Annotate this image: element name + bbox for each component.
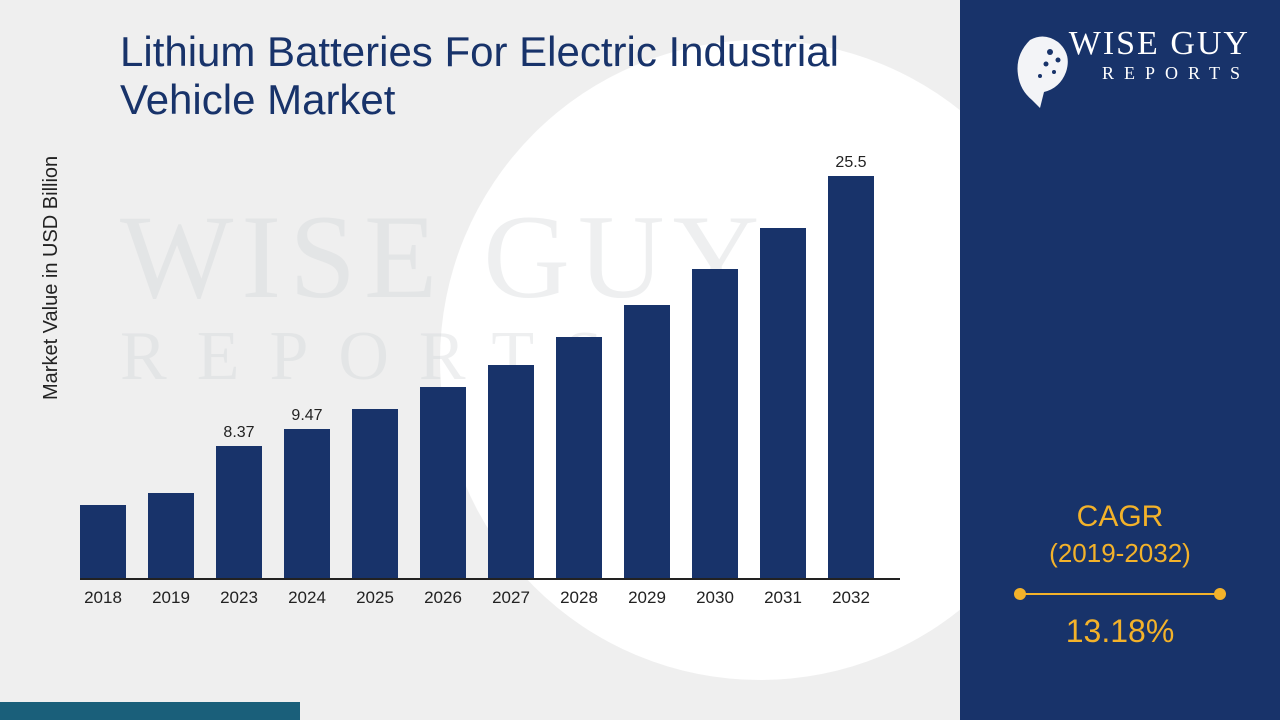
bar-wrap: 2019 <box>148 493 194 578</box>
logo-line2: REPORTS <box>1069 63 1250 84</box>
bar-wrap: 2031 <box>760 228 806 578</box>
right-brand-panel: WISE GUY REPORTS CAGR (2019-2032) 13.18% <box>960 0 1280 720</box>
bar <box>556 337 602 578</box>
chart-title: Lithium Batteries For Electric Industria… <box>120 28 840 125</box>
bars-container: 2018 2019 8.372023 9.472024 2025 2026 2027 2028… <box>80 170 900 580</box>
bar-wrap: 2018 <box>80 505 126 578</box>
x-tick-label: 2029 <box>628 588 666 608</box>
bar-value-label: 8.37 <box>216 424 262 442</box>
bar-wrap: 2026 <box>420 387 466 578</box>
x-tick-label: 2018 <box>84 588 122 608</box>
x-tick-label: 2032 <box>832 588 870 608</box>
bar <box>488 365 534 578</box>
cagr-divider <box>1020 593 1220 595</box>
bar <box>828 176 874 578</box>
x-tick-label: 2030 <box>696 588 734 608</box>
bar-value-label: 9.47 <box>284 407 330 425</box>
bar <box>760 228 806 578</box>
bottom-accent-strip <box>0 702 300 720</box>
brand-logo: WISE GUY REPORTS <box>1069 25 1250 84</box>
bar-chart: 201820198.3720239.4720242025202620272028… <box>80 170 900 610</box>
bar <box>420 387 466 578</box>
x-tick-label: 2028 <box>560 588 598 608</box>
bar-wrap: 25.52032 <box>828 154 874 578</box>
bar-wrap: 2025 <box>352 409 398 578</box>
bar-wrap: 9.472024 <box>284 407 330 578</box>
bar-wrap: 2029 <box>624 305 670 578</box>
bar <box>352 409 398 578</box>
cagr-range: (2019-2032) <box>1000 538 1240 569</box>
cagr-block: CAGR (2019-2032) 13.18% <box>1000 500 1240 650</box>
main-chart-area: WISE GUY REPORTS Lithium Batteries For E… <box>0 0 960 720</box>
cagr-title: CAGR <box>1000 500 1240 534</box>
bar <box>284 429 330 578</box>
head-icon <box>1010 30 1080 110</box>
x-tick-label: 2024 <box>288 588 326 608</box>
bar-wrap: 8.372023 <box>216 424 262 578</box>
x-tick-label: 2025 <box>356 588 394 608</box>
cagr-value: 13.18% <box>1000 613 1240 650</box>
logo-line1: WISE GUY <box>1069 25 1250 63</box>
bar <box>692 269 738 578</box>
bar <box>80 505 126 578</box>
x-tick-label: 2027 <box>492 588 530 608</box>
bar <box>216 446 262 578</box>
y-axis-label: Market Value in USD Billion <box>40 156 63 400</box>
x-tick-label: 2026 <box>424 588 462 608</box>
bar-value-label: 25.5 <box>828 154 874 172</box>
bar-wrap: 2027 <box>488 365 534 578</box>
bar <box>624 305 670 578</box>
bar-wrap: 2030 <box>692 269 738 578</box>
x-tick-label: 2031 <box>764 588 802 608</box>
bar-wrap: 2028 <box>556 337 602 578</box>
bar <box>148 493 194 578</box>
x-tick-label: 2019 <box>152 588 190 608</box>
x-tick-label: 2023 <box>220 588 258 608</box>
